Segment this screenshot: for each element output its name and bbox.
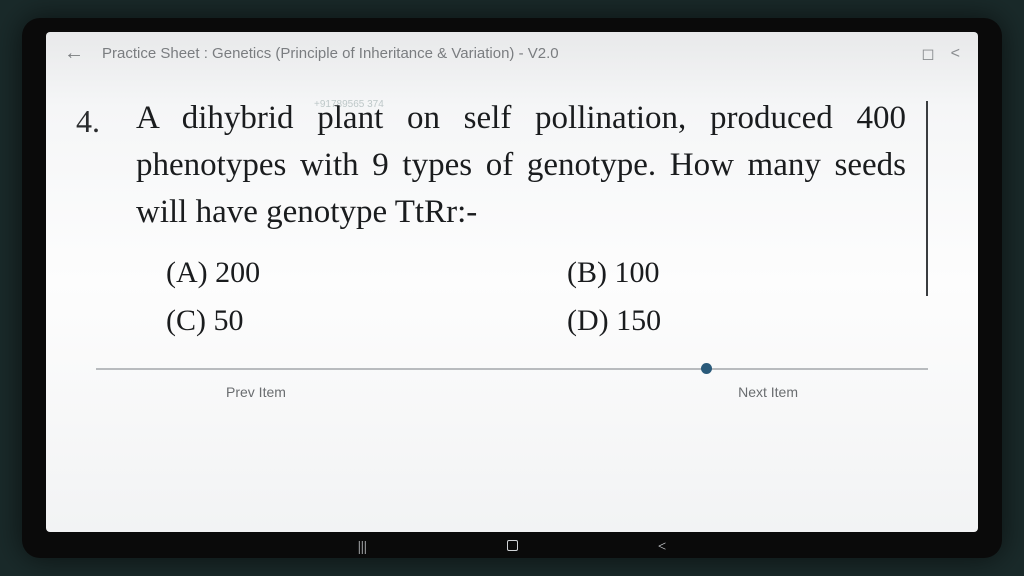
tablet-frame: ← Practice Sheet : Genetics (Principle o… (22, 18, 1002, 558)
progress-indicator[interactable] (701, 363, 712, 374)
page-title: Practice Sheet : Genetics (Principle of … (102, 45, 921, 62)
prev-item-button[interactable]: Prev Item (226, 384, 286, 400)
top-bar: ← Practice Sheet : Genetics (Principle o… (46, 32, 978, 73)
back-icon[interactable]: < (658, 539, 666, 556)
bookmark-icon[interactable]: ◻ (921, 44, 934, 64)
option-a[interactable]: (A) 200 (166, 256, 527, 290)
option-d[interactable]: (D) 150 (567, 304, 928, 338)
question-row: 4. +91789565 374 A dihybrid plant on sel… (76, 95, 928, 236)
home-icon[interactable] (507, 539, 518, 556)
question-text: A dihybrid plant on self pollination, pr… (136, 95, 906, 236)
question-number: 4. (76, 95, 136, 140)
progress-bar[interactable] (96, 368, 928, 370)
question-content: 4. +91789565 374 A dihybrid plant on sel… (46, 73, 978, 338)
recent-apps-icon[interactable]: ||| (358, 539, 367, 556)
top-actions: ◻ < (921, 44, 960, 64)
app-screen: ← Practice Sheet : Genetics (Principle o… (46, 32, 978, 532)
question-text-wrap: +91789565 374 A dihybrid plant on self p… (136, 95, 928, 236)
system-nav-bar: ||| < (22, 539, 1002, 556)
option-c[interactable]: (C) 50 (166, 304, 527, 338)
back-arrow-icon[interactable]: ← (64, 42, 84, 65)
next-item-button[interactable]: Next Item (738, 384, 798, 400)
options-grid: (A) 200 (B) 100 (C) 50 (D) 150 (166, 256, 928, 338)
share-icon[interactable]: < (951, 45, 960, 63)
option-b[interactable]: (B) 100 (567, 256, 928, 290)
item-nav: Prev Item Next Item (46, 370, 978, 400)
